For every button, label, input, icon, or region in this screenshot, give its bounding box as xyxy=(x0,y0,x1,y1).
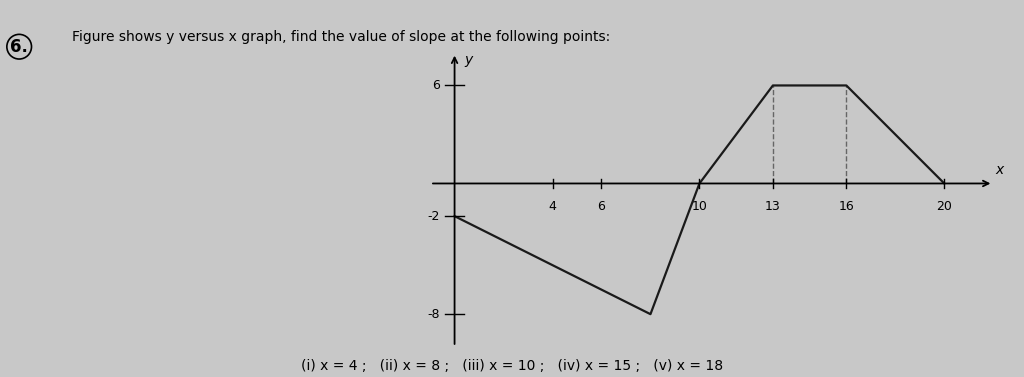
Text: 6.: 6. xyxy=(10,38,28,56)
Text: 13: 13 xyxy=(765,200,780,213)
Text: (i) x = 4 ;   (ii) x = 8 ;   (iii) x = 10 ;   (iv) x = 15 ;   (v) x = 18: (i) x = 4 ; (ii) x = 8 ; (iii) x = 10 ; … xyxy=(301,359,723,373)
Text: -2: -2 xyxy=(427,210,440,223)
Text: 4: 4 xyxy=(549,200,556,213)
Text: 20: 20 xyxy=(936,200,952,213)
Text: x: x xyxy=(995,163,1004,177)
Text: 16: 16 xyxy=(839,200,854,213)
Text: 6: 6 xyxy=(598,200,605,213)
Text: Figure shows y versus x graph, find the value of slope at the following points:: Figure shows y versus x graph, find the … xyxy=(72,30,610,44)
Text: -8: -8 xyxy=(427,308,440,321)
Text: 10: 10 xyxy=(691,200,708,213)
Text: y: y xyxy=(464,53,473,67)
Text: 6: 6 xyxy=(432,79,440,92)
